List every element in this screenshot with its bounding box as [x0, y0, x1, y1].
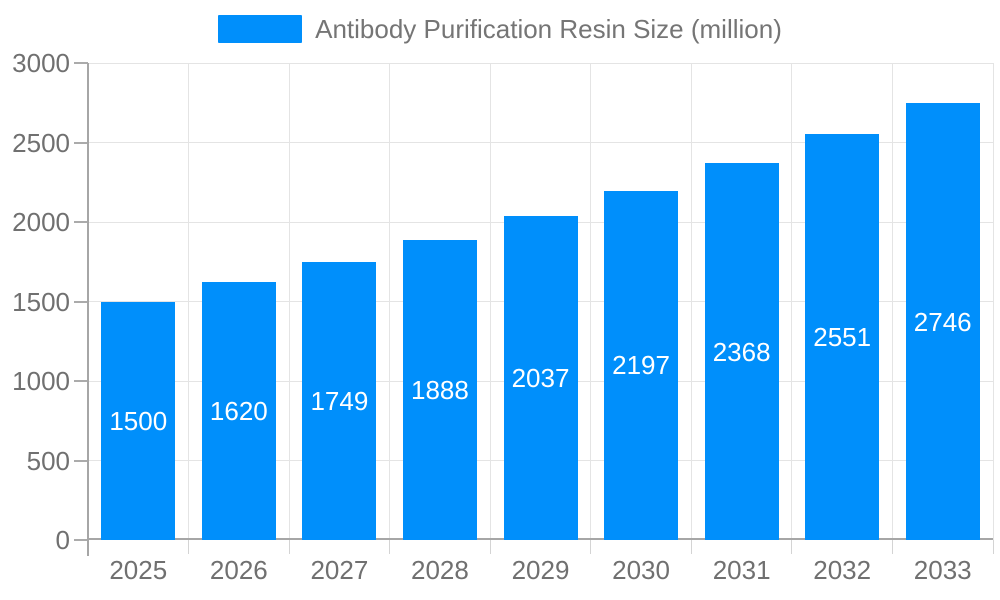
- x-axis-tick: [288, 540, 290, 554]
- bar-value-label: 1888: [411, 374, 469, 405]
- y-tick-label: 500: [26, 445, 70, 476]
- x-tick-label: 2030: [612, 555, 670, 585]
- bar-value-label: 1500: [109, 405, 168, 436]
- v-gridline: [791, 63, 793, 540]
- x-tick-label: 2031: [712, 555, 771, 585]
- y-tick-label: 1500: [12, 286, 70, 317]
- bar-2031[interactable]: [704, 163, 779, 540]
- x-tick-label: 2032: [813, 555, 872, 585]
- x-tick-label: 2026: [209, 555, 268, 585]
- y-tick-label: 3000: [12, 48, 70, 78]
- bar-2026[interactable]: [201, 282, 276, 540]
- x-tick-label: 2029: [511, 555, 570, 585]
- legend-swatch-icon: [218, 15, 303, 43]
- x-axis-tick: [791, 540, 793, 554]
- y-tick-label: 2000: [12, 207, 70, 237]
- x-axis-tick: [590, 540, 592, 554]
- v-gridline: [489, 63, 491, 540]
- bar-value-label: 1620: [209, 396, 268, 427]
- h-gridline: [88, 62, 993, 64]
- v-gridline: [389, 63, 391, 540]
- bar-value-label: 2551: [813, 322, 872, 353]
- v-gridline: [891, 63, 893, 540]
- y-tick-label: 1000: [12, 366, 70, 396]
- y-axis-tick: [74, 539, 88, 541]
- legend-label: Antibody Purification Resin Size (millio…: [315, 14, 782, 44]
- y-axis-tick: [74, 380, 88, 382]
- h-gridline: [88, 142, 993, 143]
- y-tick-label: 2500: [12, 127, 70, 158]
- x-tick-label: 2028: [411, 555, 469, 585]
- bar-2030[interactable]: [604, 190, 679, 540]
- chart-legend[interactable]: Antibody Purification Resin Size (millio…: [0, 15, 1000, 43]
- v-gridline: [992, 63, 994, 540]
- bar-value-label: 1749: [310, 385, 369, 416]
- y-axis-tick: [74, 62, 88, 64]
- bar-2025[interactable]: [101, 301, 176, 540]
- y-tick-label: 0: [55, 525, 70, 555]
- x-axis-tick: [489, 540, 491, 554]
- x-tick-label: 2027: [310, 555, 369, 585]
- v-gridline: [690, 63, 692, 540]
- x-tick-label: 2025: [109, 555, 168, 585]
- bar-value-label: 2197: [612, 350, 670, 381]
- v-gridline: [288, 63, 290, 540]
- y-axis-tick: [74, 459, 88, 462]
- v-gridline: [188, 63, 190, 540]
- x-tick-label: 2033: [913, 555, 972, 585]
- x-axis-tick: [992, 540, 994, 554]
- plot-area: 0 500 1000 1500 2000 2500 3000 1500 2025 1620 2026…: [12, 50, 994, 583]
- y-axis-tick: [74, 141, 88, 144]
- v-gridline: [590, 63, 592, 540]
- bar-2032[interactable]: [805, 134, 880, 540]
- y-axis-tick: [74, 300, 88, 303]
- bar-2027[interactable]: [302, 261, 377, 540]
- x-axis-tick: [188, 540, 190, 554]
- bar-value-label: 2037: [511, 363, 570, 394]
- bar-2028[interactable]: [402, 239, 477, 540]
- x-axis-tick: [891, 540, 893, 554]
- x-axis-tick: [389, 540, 391, 554]
- y-axis-line: [87, 63, 89, 556]
- x-axis-tick: [690, 540, 692, 554]
- y-axis-tick: [74, 221, 88, 223]
- bar-value-label: 2746: [913, 306, 972, 337]
- bar-2033[interactable]: [905, 103, 980, 540]
- bar-2029[interactable]: [503, 216, 578, 540]
- bar-value-label: 2368: [712, 336, 771, 367]
